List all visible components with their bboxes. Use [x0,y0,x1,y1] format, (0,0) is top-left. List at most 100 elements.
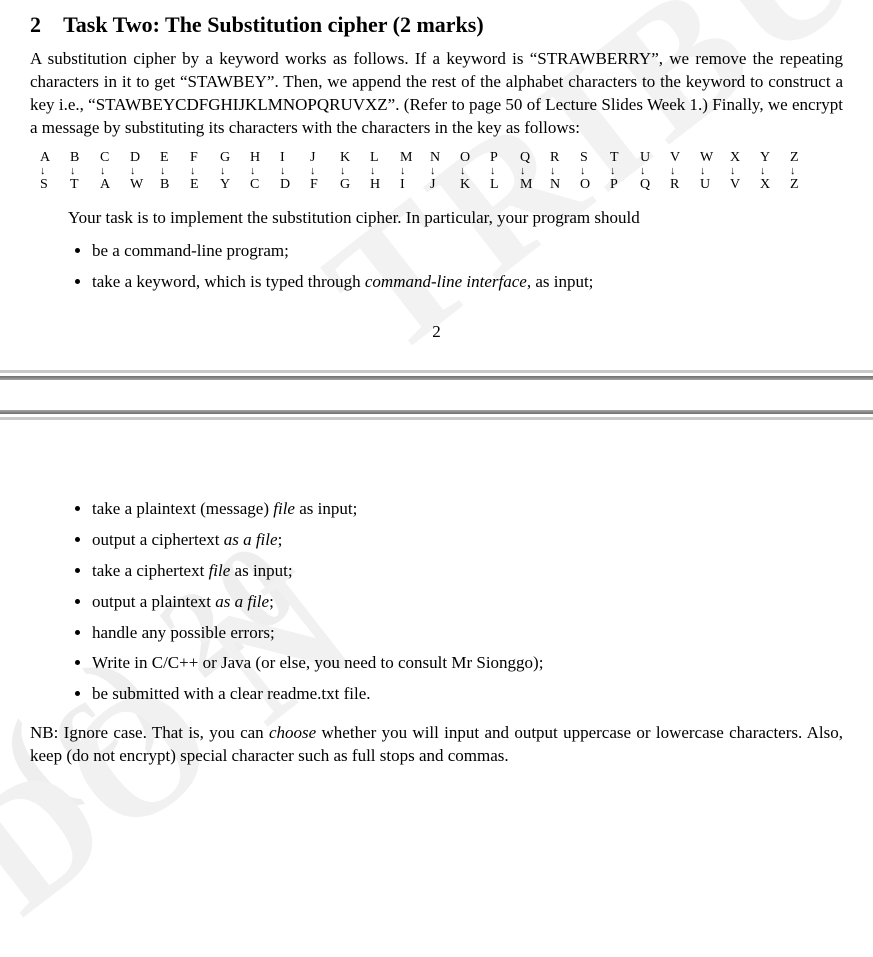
nb-pre: NB: Ignore case. That is, you can [30,723,269,742]
cipher-cell: ↓ [218,166,248,177]
cipher-cell: A [38,150,68,166]
cipher-cell: C [98,150,128,166]
cipher-cell: ↓ [248,166,278,177]
page-1: TRIBUTE 2 Task Two: The Substitution cip… [0,0,873,370]
list-item: output a plaintext as a file; [92,591,843,614]
cipher-cell: X [728,150,758,166]
cipher-row-arrows: ↓↓↓↓↓↓↓↓↓↓↓↓↓↓↓↓↓↓↓↓↓↓↓↓↓↓ [38,166,843,177]
cipher-cell: X [758,177,788,193]
lead-text: Your task is to implement the substituti… [68,207,843,230]
cipher-cell: ↓ [68,166,98,177]
list-item: Write in C/C++ or Java (or else, you nee… [92,652,843,675]
cipher-cell: J [428,177,458,193]
cipher-cell: ↓ [368,166,398,177]
cipher-cell: ↓ [758,166,788,177]
cipher-cell: ↓ [728,166,758,177]
cipher-cell: ↓ [398,166,428,177]
cipher-cell: O [458,150,488,166]
cipher-cell: C [248,177,278,193]
list-item: handle any possible errors; [92,622,843,645]
intro-paragraph: A substitution cipher by a keyword works… [30,48,843,140]
cipher-cell: ↓ [128,166,158,177]
nb-italic: choose [269,723,316,742]
list-item: output a ciphertext as a file; [92,529,843,552]
cipher-cell: H [248,150,278,166]
page-2-content: take a plaintext (message) file as input… [30,498,843,768]
cipher-cell: W [128,177,158,193]
cipher-cell: E [158,150,188,166]
cipher-cell: S [578,150,608,166]
list-item: take a ciphertext file as input; [92,560,843,583]
cipher-cell: R [548,150,578,166]
cipher-cell: D [278,177,308,193]
cipher-cell: A [98,177,128,193]
cipher-cell: ↓ [278,166,308,177]
cipher-table: ABCDEFGHIJKLMNOPQRSTUVWXYZ ↓↓↓↓↓↓↓↓↓↓↓↓↓… [38,150,843,193]
cipher-cell: E [188,177,218,193]
cipher-cell: G [218,150,248,166]
cipher-cell: ↓ [488,166,518,177]
cipher-cell: ↓ [98,166,128,177]
cipher-cell: N [428,150,458,166]
cipher-cell: Z [788,150,818,166]
cipher-cell: S [38,177,68,193]
cipher-cell: W [698,150,728,166]
cipher-cell: M [518,177,548,193]
cipher-cell: I [278,150,308,166]
cipher-cell: M [398,150,428,166]
cipher-cell: U [638,150,668,166]
cipher-cell: L [488,177,518,193]
cipher-cell: ↓ [608,166,638,177]
task-block: Your task is to implement the substituti… [68,207,843,294]
cipher-cell: Z [788,177,818,193]
cipher-cell: P [488,150,518,166]
cipher-cell: ↓ [638,166,668,177]
page-1-content: 2 Task Two: The Substitution cipher (2 m… [30,12,843,342]
cipher-cell: ↓ [458,166,488,177]
cipher-cell: ↓ [578,166,608,177]
section-title: Task Two: The Substitution cipher (2 mar… [63,12,484,37]
cipher-cell: Q [518,150,548,166]
cipher-cell: L [368,150,398,166]
cipher-cell: B [68,150,98,166]
cipher-cell: G [338,177,368,193]
cipher-cell: ↓ [188,166,218,177]
cipher-cell: ↓ [788,166,818,177]
cipher-cell: T [608,150,638,166]
page-separator [0,370,873,420]
cipher-cell: I [398,177,428,193]
cipher-cell: K [338,150,368,166]
cipher-cell: D [128,150,158,166]
cipher-cell: K [458,177,488,193]
nb-paragraph: NB: Ignore case. That is, you can choose… [30,722,843,768]
page-2: (c) 20 DO N take a plaintext (message) f… [0,420,873,798]
bullets-page-2: take a plaintext (message) file as input… [92,498,843,707]
cipher-cell: Y [218,177,248,193]
cipher-cell: B [158,177,188,193]
cipher-cell: U [698,177,728,193]
cipher-cell: V [728,177,758,193]
list-item: be a command-line program; [92,240,843,263]
task-block-cont: take a plaintext (message) file as input… [68,498,843,707]
cipher-cell: J [308,150,338,166]
cipher-cell: T [68,177,98,193]
section-number: 2 [30,12,58,38]
section-heading: 2 Task Two: The Substitution cipher (2 m… [30,12,843,38]
cipher-cell: ↓ [158,166,188,177]
cipher-cell: ↓ [308,166,338,177]
cipher-cell: P [608,177,638,193]
cipher-cell: ↓ [518,166,548,177]
cipher-row-key: STAWBEYCDFGHIJKLMNOPQRUVXZ [38,177,843,193]
cipher-cell: ↓ [428,166,458,177]
cipher-cell: Y [758,150,788,166]
cipher-cell: ↓ [38,166,68,177]
list-item: be submitted with a clear readme.txt fil… [92,683,843,706]
cipher-cell: R [668,177,698,193]
list-item: take a keyword, which is typed through c… [92,271,843,294]
cipher-cell: V [668,150,698,166]
cipher-cell: N [548,177,578,193]
cipher-cell: ↓ [338,166,368,177]
cipher-cell: ↓ [698,166,728,177]
cipher-cell: H [368,177,398,193]
cipher-cell: F [188,150,218,166]
